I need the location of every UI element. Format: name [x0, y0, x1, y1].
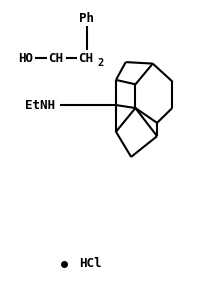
Text: Ph: Ph — [79, 12, 94, 25]
Text: HCl: HCl — [79, 257, 102, 270]
Text: CH: CH — [48, 52, 63, 65]
Text: CH: CH — [79, 52, 94, 65]
Text: EtNH: EtNH — [25, 99, 55, 112]
Text: 2: 2 — [98, 58, 104, 68]
Text: HO: HO — [18, 52, 33, 65]
